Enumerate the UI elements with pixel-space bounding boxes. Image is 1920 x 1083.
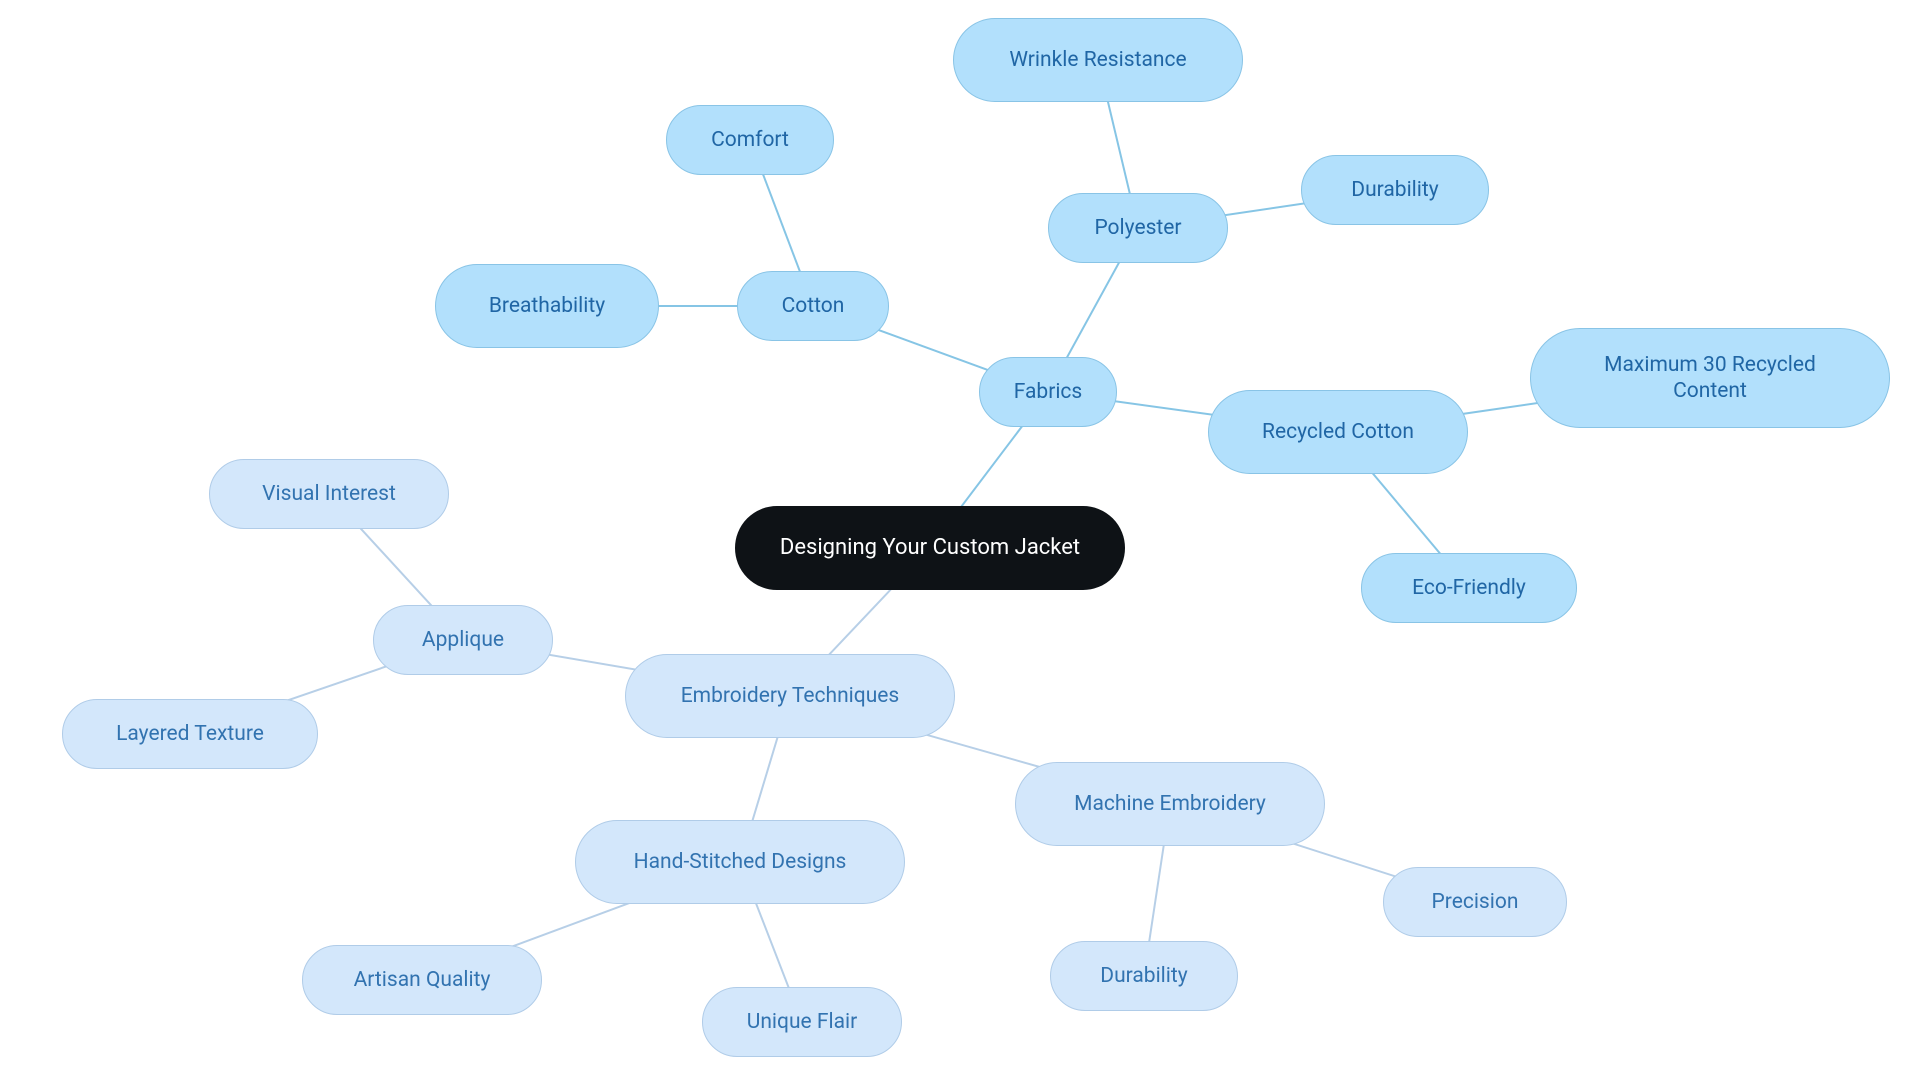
node-label: Breathability: [489, 293, 605, 319]
node-label: Machine Embroidery: [1074, 791, 1266, 817]
node-label: Fabrics: [1014, 379, 1083, 405]
node-visual[interactable]: Visual Interest: [209, 459, 449, 529]
node-applique[interactable]: Applique: [373, 605, 553, 675]
node-breathability[interactable]: Breathability: [435, 264, 659, 348]
node-label: Artisan Quality: [354, 967, 491, 993]
node-label: Eco-Friendly: [1412, 575, 1526, 601]
node-label: Wrinkle Resistance: [1009, 47, 1186, 73]
node-durability1[interactable]: Durability: [1301, 155, 1489, 225]
node-cotton[interactable]: Cotton: [737, 271, 889, 341]
node-label: Comfort: [711, 127, 789, 153]
node-hand[interactable]: Hand-Stitched Designs: [575, 820, 905, 904]
node-label: Layered Texture: [116, 721, 264, 747]
node-label: Hand-Stitched Designs: [634, 849, 847, 875]
node-label: Durability: [1100, 963, 1187, 989]
node-label: Embroidery Techniques: [681, 683, 900, 709]
node-unique[interactable]: Unique Flair: [702, 987, 902, 1057]
node-label: Cotton: [782, 293, 845, 319]
mindmap-canvas: Designing Your Custom Jacket Fabrics Cotto…: [0, 0, 1920, 1083]
node-recycled[interactable]: Recycled Cotton: [1208, 390, 1468, 474]
node-root[interactable]: Designing Your Custom Jacket: [735, 506, 1125, 590]
node-label: Precision: [1432, 889, 1519, 915]
node-artisan[interactable]: Artisan Quality: [302, 945, 542, 1015]
node-eco[interactable]: Eco-Friendly: [1361, 553, 1577, 623]
node-label: Unique Flair: [747, 1009, 858, 1035]
node-wrinkle[interactable]: Wrinkle Resistance: [953, 18, 1243, 102]
node-durability2[interactable]: Durability: [1050, 941, 1238, 1011]
node-embroidery[interactable]: Embroidery Techniques: [625, 654, 955, 738]
node-label: Durability: [1351, 177, 1438, 203]
node-precision[interactable]: Precision: [1383, 867, 1567, 937]
node-layered[interactable]: Layered Texture: [62, 699, 318, 769]
node-machine[interactable]: Machine Embroidery: [1015, 762, 1325, 846]
node-label: Recycled Cotton: [1262, 419, 1414, 445]
node-label: Applique: [422, 627, 504, 653]
node-comfort[interactable]: Comfort: [666, 105, 834, 175]
node-label: Polyester: [1094, 215, 1181, 241]
node-label: Designing Your Custom Jacket: [780, 534, 1080, 562]
node-fabrics[interactable]: Fabrics: [979, 357, 1117, 427]
node-max30[interactable]: Maximum 30 Recycled Content: [1530, 328, 1890, 428]
node-label: Maximum 30 Recycled Content: [1604, 352, 1816, 405]
node-label: Visual Interest: [262, 481, 396, 507]
node-polyester[interactable]: Polyester: [1048, 193, 1228, 263]
